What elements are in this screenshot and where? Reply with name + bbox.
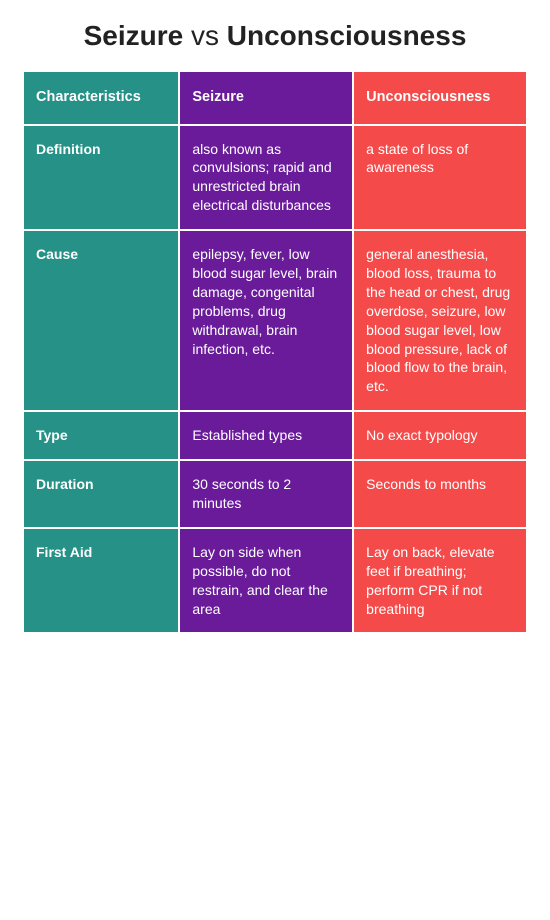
cell-unc-type: No exact typology (354, 412, 526, 459)
table-row: Duration 30 seconds to 2 minutes Seconds… (24, 461, 526, 527)
logo-line2: Between.net (464, 898, 532, 909)
cell-unc-cause: general anesthesia, blood loss, trauma t… (354, 231, 526, 410)
comparison-table: Characteristics Seizure Unconsciousness … (22, 70, 528, 634)
row-label-duration: Duration (24, 461, 178, 527)
row-label-type: Type (24, 412, 178, 459)
row-label-cause: Cause (24, 231, 178, 410)
comparison-container: Seizure vs Unconsciousness Characteristi… (0, 0, 550, 634)
cell-seizure-cause: epilepsy, fever, low blood sugar level, … (180, 231, 352, 410)
cell-seizure-firstaid: Lay on side when possible, do not restra… (180, 529, 352, 633)
title-left: Seizure (84, 20, 184, 51)
logo-badge: DB (426, 882, 460, 910)
table-row: First Aid Lay on side when possible, do … (24, 529, 526, 633)
table-row: Type Established types No exact typology (24, 412, 526, 459)
page-title: Seizure vs Unconsciousness (22, 20, 528, 52)
cell-unc-duration: Seconds to months (354, 461, 526, 527)
table-row: Cause epilepsy, fever, low blood sugar l… (24, 231, 526, 410)
cell-seizure-duration: 30 seconds to 2 minutes (180, 461, 352, 527)
logo-line1: Difference (464, 884, 532, 898)
cell-seizure-type: Established types (180, 412, 352, 459)
table-header-row: Characteristics Seizure Unconsciousness (24, 72, 526, 124)
site-logo: DB Difference Between.net (426, 882, 532, 910)
row-label-firstaid: First Aid (24, 529, 178, 633)
title-right: Unconsciousness (227, 20, 467, 51)
logo-text: Difference Between.net (464, 884, 532, 909)
title-vs: vs (191, 20, 219, 51)
col-header-unconsciousness: Unconsciousness (354, 72, 526, 124)
col-header-characteristics: Characteristics (24, 72, 178, 124)
row-label-definition: Definition (24, 126, 178, 230)
cell-unc-firstaid: Lay on back, elevate feet if breathing; … (354, 529, 526, 633)
table-body: Definition also known as convulsions; ra… (24, 126, 526, 633)
col-header-seizure: Seizure (180, 72, 352, 124)
cell-seizure-definition: also known as convulsions; rapid and unr… (180, 126, 352, 230)
table-row: Definition also known as convulsions; ra… (24, 126, 526, 230)
cell-unc-definition: a state of loss of awareness (354, 126, 526, 230)
